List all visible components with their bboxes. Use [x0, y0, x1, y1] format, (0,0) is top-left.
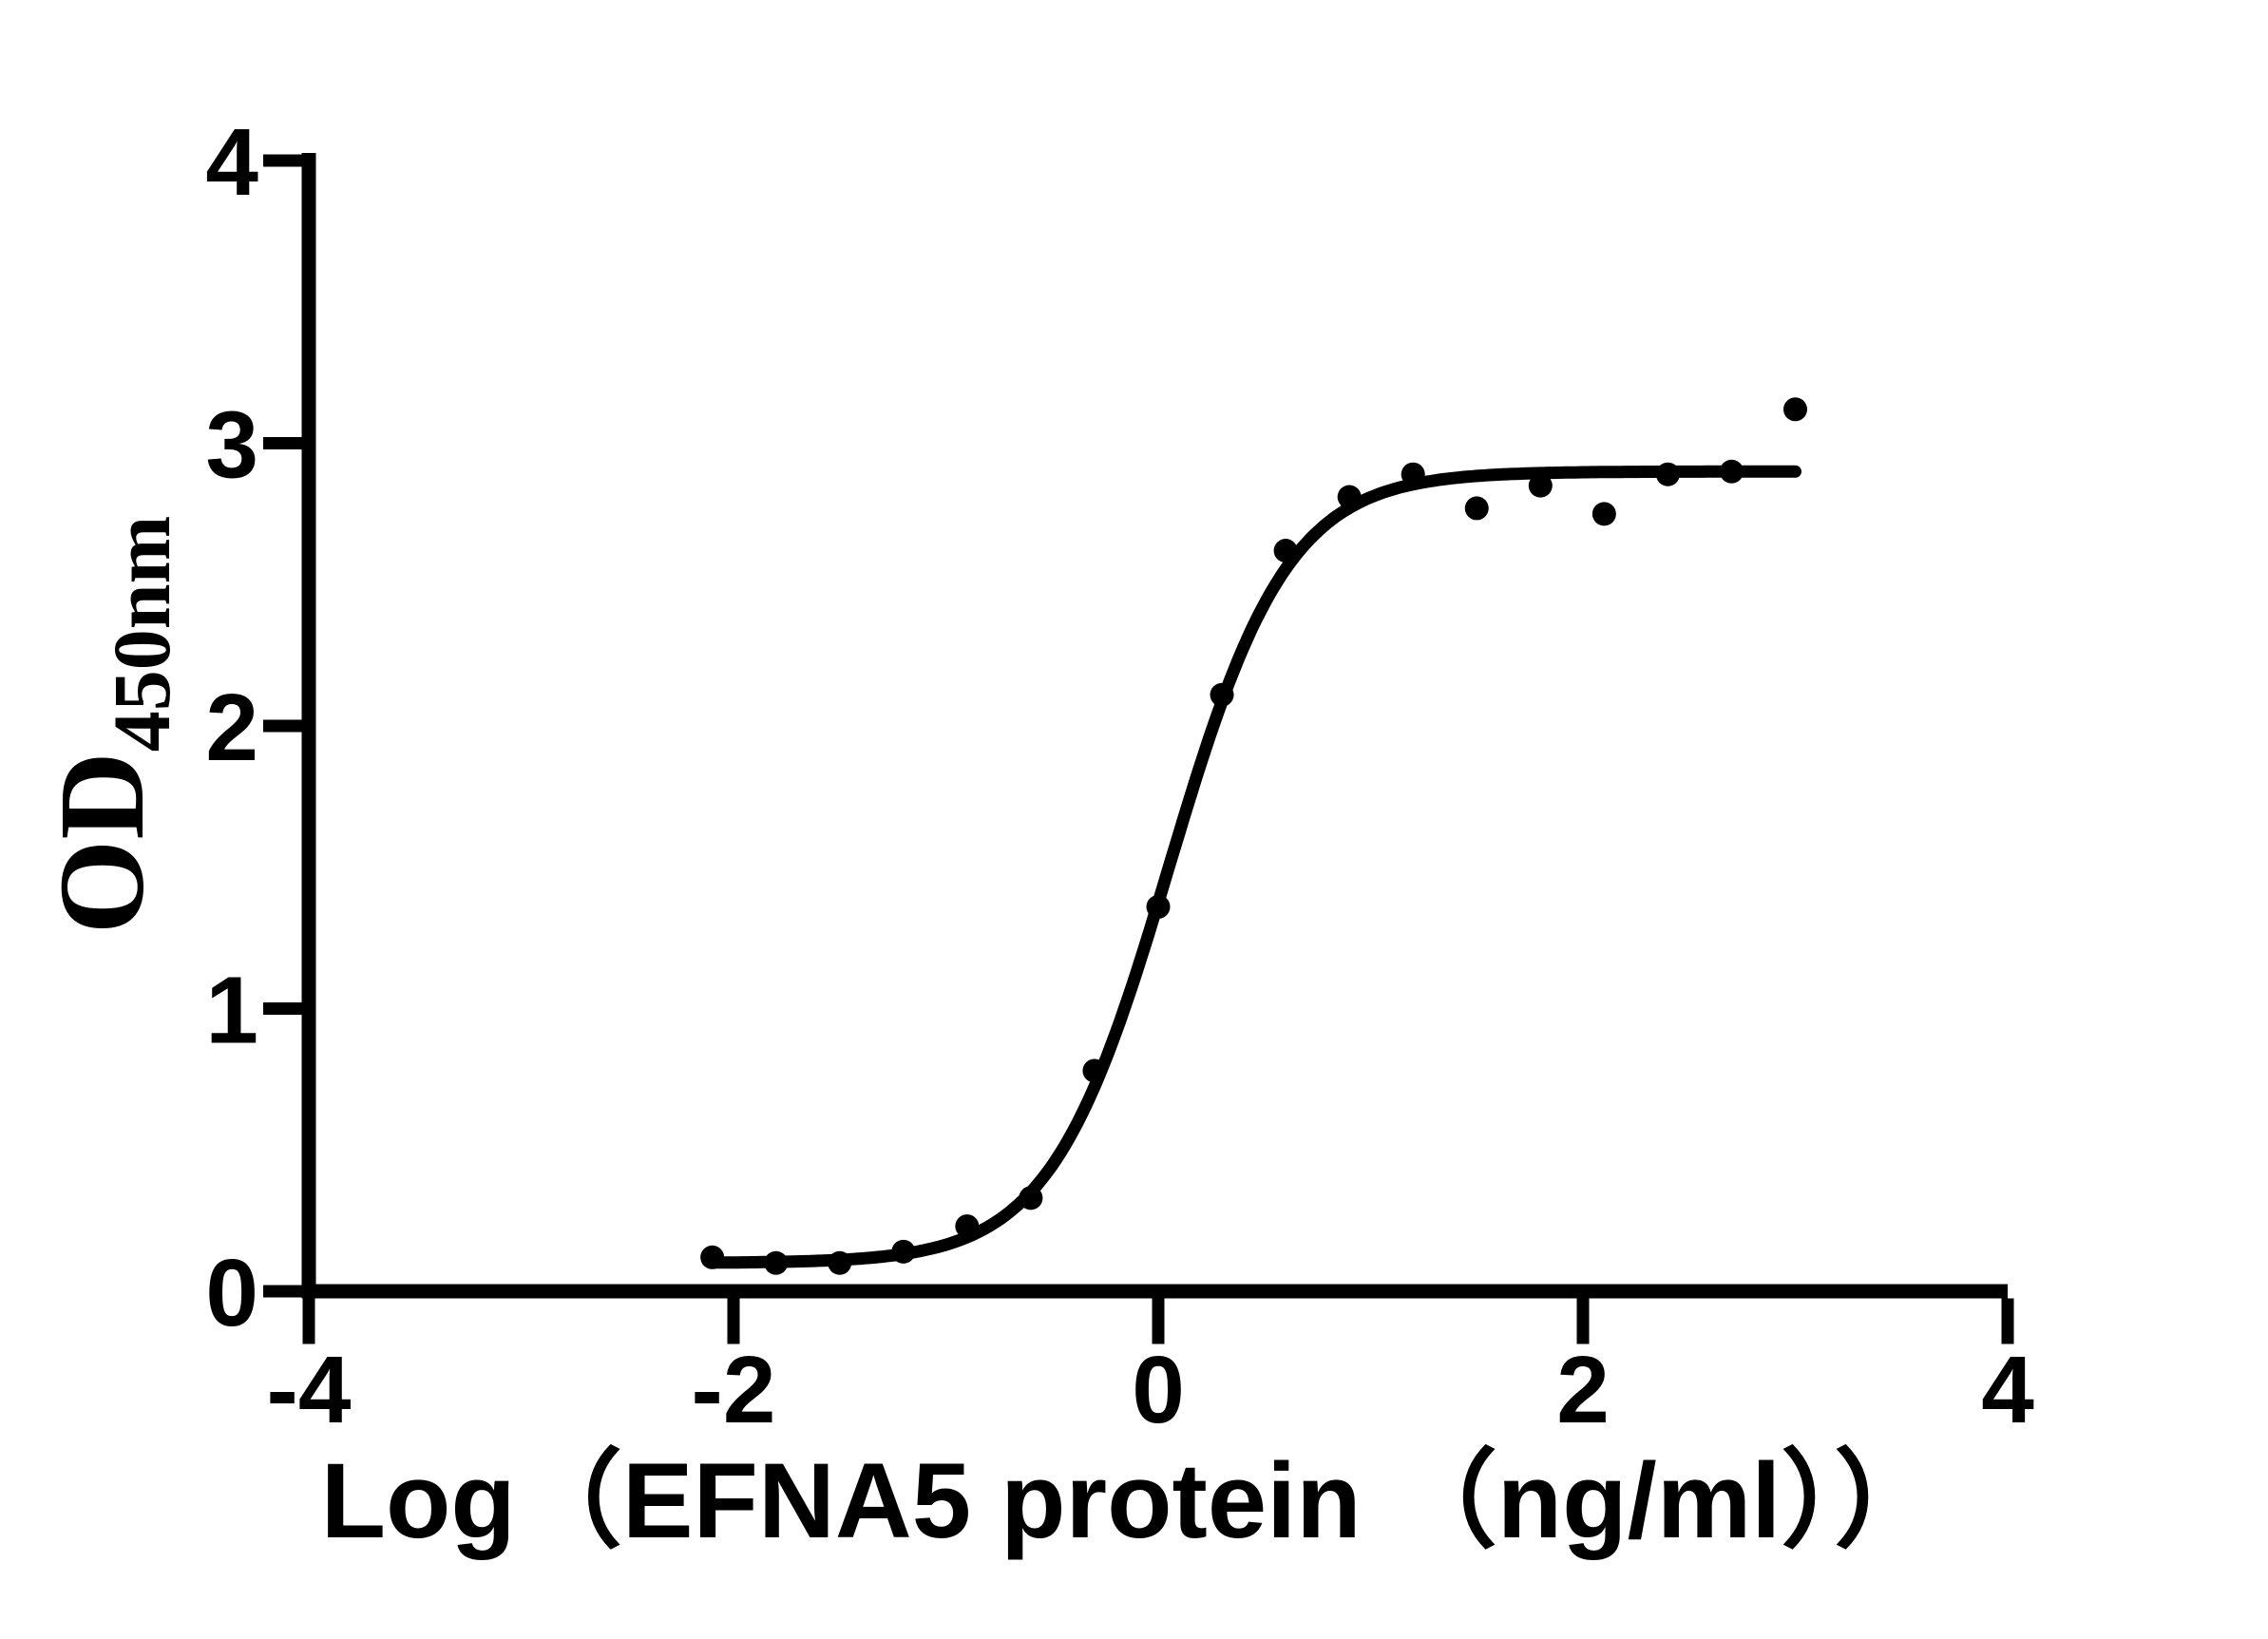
data-point — [1337, 485, 1362, 509]
data-point — [891, 1239, 916, 1264]
data-point — [1655, 462, 1680, 486]
data-point — [955, 1214, 980, 1239]
x-tick-label: 0 — [1132, 1337, 1185, 1443]
y-tick-label: 2 — [205, 675, 258, 781]
x-tick-label: -4 — [267, 1337, 352, 1443]
x-tick-label: -2 — [692, 1337, 776, 1443]
y-tick-label: 4 — [205, 109, 258, 216]
x-tick-label: 2 — [1556, 1337, 1610, 1443]
y-tick-label: 1 — [205, 958, 258, 1064]
y-axis-title: OD450nm — [34, 516, 187, 934]
data-point — [828, 1250, 852, 1275]
data-point — [1273, 539, 1298, 563]
data-point — [1401, 462, 1425, 486]
fit-curve — [706, 465, 1801, 1269]
x-tick-label: 4 — [1981, 1337, 2034, 1443]
data-point — [1146, 894, 1171, 919]
data-point — [1591, 502, 1616, 526]
data-point — [1528, 473, 1553, 498]
data-point — [1719, 459, 1744, 484]
data-point — [700, 1245, 725, 1269]
y-axis-title-subscript: 450nm — [96, 516, 187, 752]
data-point — [1210, 682, 1234, 707]
data-point — [1082, 1058, 1107, 1083]
x-axis-title: Log（EFNA5 protein （ng/ml）） — [321, 1441, 1941, 1560]
data-point — [1464, 496, 1489, 521]
y-tick-label: 0 — [205, 1240, 258, 1346]
y-tick-label: 3 — [205, 392, 258, 499]
data-point — [764, 1250, 789, 1275]
y-axis-title-main: OD — [34, 752, 169, 934]
data-point — [1783, 397, 1807, 422]
data-point — [1019, 1186, 1043, 1210]
